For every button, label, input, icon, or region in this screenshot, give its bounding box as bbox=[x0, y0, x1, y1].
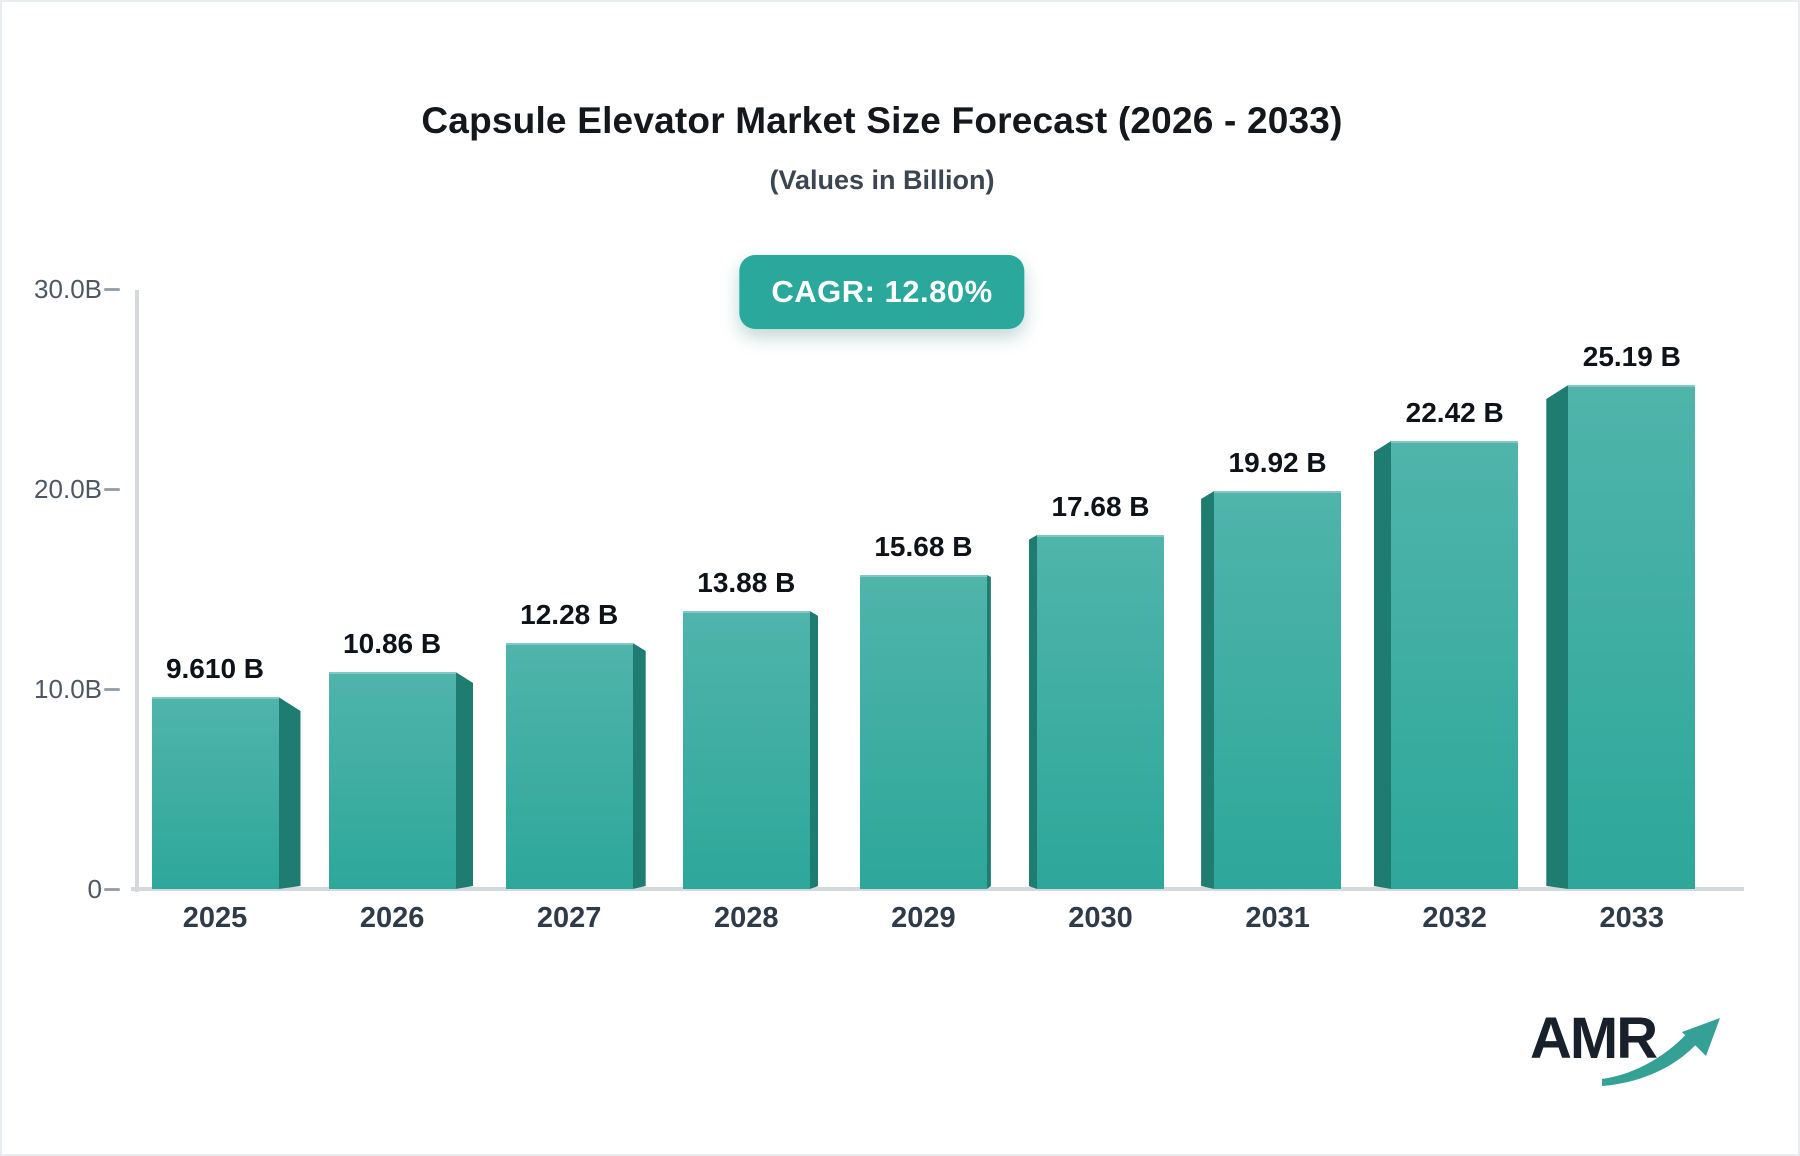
bar[interactable] bbox=[1029, 535, 1164, 889]
x-axis-label: 2026 bbox=[359, 902, 425, 934]
chart-title: Capsule Elevator Market Size Forecast (2… bbox=[421, 100, 1343, 141]
bar-value-label: 19.92 B bbox=[1228, 447, 1327, 478]
x-axis-label: 2032 bbox=[1422, 902, 1487, 934]
bar-side bbox=[1374, 441, 1392, 889]
bar-side bbox=[279, 697, 301, 889]
bar-face bbox=[682, 611, 810, 889]
bar[interactable] bbox=[505, 643, 646, 889]
bar-value-label: 10.86 B bbox=[343, 628, 442, 659]
bar-face bbox=[859, 575, 987, 889]
bar-face bbox=[1214, 491, 1342, 889]
chart-subtitle: (Values in Billion) bbox=[769, 165, 995, 195]
y-axis-tick-label: 20.0B bbox=[34, 474, 102, 504]
bar-value-label: 25.19 B bbox=[1582, 341, 1681, 372]
bar-side bbox=[810, 611, 819, 889]
bar[interactable] bbox=[1374, 441, 1519, 889]
bar[interactable] bbox=[682, 611, 819, 889]
y-axis-tick-label: 30.0B bbox=[34, 274, 102, 304]
bar-value-label: 13.88 B bbox=[697, 567, 796, 598]
x-axis-label: 2029 bbox=[891, 902, 956, 934]
x-axis-label: 2033 bbox=[1599, 902, 1665, 934]
bar-side bbox=[987, 575, 991, 889]
y-axis-tick-label: 0 bbox=[87, 874, 102, 904]
bar-side bbox=[1546, 385, 1568, 889]
bar-face bbox=[328, 672, 456, 889]
x-axis-label: 2030 bbox=[1068, 902, 1133, 934]
bar-value-label: 15.68 B bbox=[874, 531, 973, 562]
x-axis-label: 2027 bbox=[536, 902, 602, 934]
amr-logo: AMR bbox=[1530, 1010, 1730, 1100]
cagr-badge: CAGR: 12.80% bbox=[739, 255, 1025, 329]
x-axis-label: 2031 bbox=[1245, 902, 1310, 934]
x-axis-label: 2025 bbox=[182, 902, 248, 934]
bar-side bbox=[633, 643, 646, 889]
bar-face bbox=[1037, 535, 1164, 889]
bar[interactable] bbox=[151, 697, 301, 889]
bar[interactable] bbox=[859, 575, 991, 889]
bar-face bbox=[151, 697, 279, 889]
amr-logo-text: AMR bbox=[1530, 1006, 1658, 1071]
y-axis-tick bbox=[104, 488, 120, 491]
bar-value-label: 17.68 B bbox=[1051, 491, 1150, 522]
bar[interactable] bbox=[1546, 385, 1696, 889]
cagr-badge-label: CAGR: 12.80% bbox=[771, 274, 993, 309]
y-axis-line bbox=[135, 290, 139, 892]
x-axis-label: 2028 bbox=[714, 902, 779, 934]
bar-value-label: 9.610 B bbox=[165, 653, 265, 684]
bar-face bbox=[1568, 385, 1696, 889]
y-axis-tick bbox=[104, 288, 120, 291]
bar[interactable] bbox=[328, 672, 474, 889]
bar-side bbox=[456, 672, 474, 889]
x-axis-line bbox=[131, 887, 1744, 891]
bar[interactable] bbox=[1201, 491, 1342, 889]
y-axis-tick-label: 10.0B bbox=[34, 674, 102, 704]
bar-value-label: 12.28 B bbox=[520, 599, 619, 630]
bar-face bbox=[505, 643, 633, 889]
bar-face bbox=[1391, 441, 1519, 889]
y-axis-tick bbox=[104, 688, 120, 691]
bar-value-label: 22.42 B bbox=[1405, 397, 1504, 428]
y-axis-tick bbox=[104, 888, 120, 891]
growth-arrow-icon bbox=[1602, 1018, 1720, 1086]
bar-side bbox=[1201, 491, 1214, 889]
bar-side bbox=[1029, 535, 1038, 889]
